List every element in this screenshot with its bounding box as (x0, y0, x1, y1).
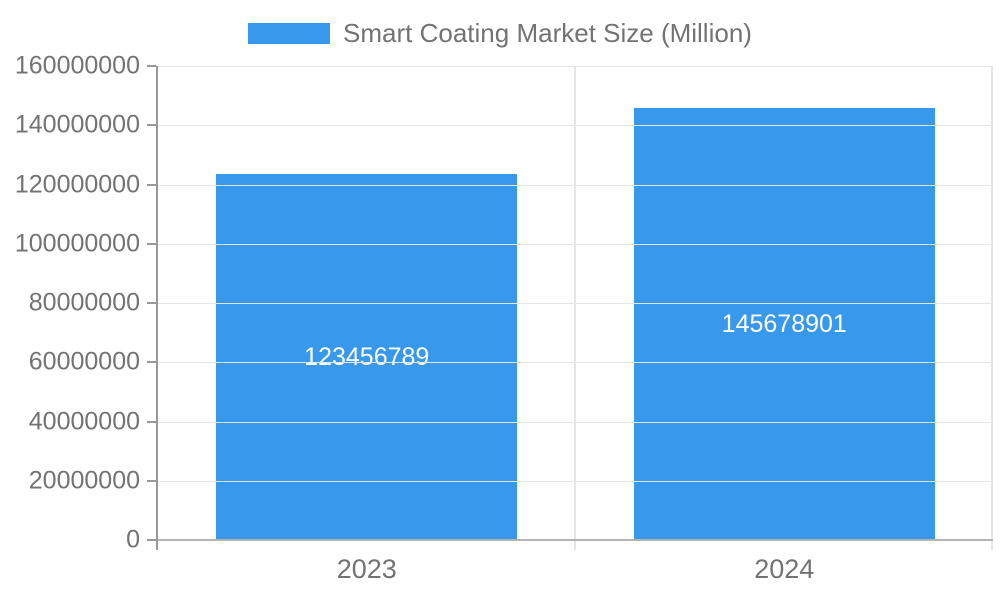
bar-slot: 123456789 (158, 66, 576, 540)
y-axis-tick-label: 160000000 (14, 51, 140, 80)
gridline (158, 66, 993, 67)
y-axis-tick-label: 100000000 (14, 229, 140, 258)
category-boundary-line (991, 66, 993, 550)
bars-container: 123456789 145678901 (158, 66, 993, 540)
x-axis-line (158, 539, 993, 541)
y-axis-tick-label: 80000000 (28, 288, 140, 317)
y-axis-tick (147, 420, 156, 423)
y-axis-tick-label: 0 (126, 525, 140, 554)
y-axis-tick (147, 65, 156, 67)
legend-swatch (248, 22, 331, 44)
gridline (158, 421, 993, 423)
y-axis-tick-label: 40000000 (28, 407, 140, 435)
y-axis-line (156, 66, 158, 550)
x-axis-label: 2023 (336, 554, 397, 584)
category-boundary-line (573, 66, 576, 550)
y-axis-tick-label: 120000000 (14, 170, 140, 198)
gridline (158, 184, 993, 186)
gridline (158, 125, 993, 127)
y-axis-tick-label: 20000000 (28, 466, 140, 495)
legend-label: Smart Coating Market Size (Million) (343, 18, 752, 48)
legend[interactable]: Smart Coating Market Size (Million) (0, 20, 1000, 46)
y-axis-tick (147, 242, 156, 245)
gridline (158, 480, 993, 482)
y-axis-tick (147, 479, 156, 482)
bar[interactable]: 145678901 (633, 108, 935, 540)
y-axis-tick-label: 60000000 (28, 347, 140, 376)
y-axis-tick-label: 140000000 (14, 110, 140, 139)
gridline (158, 303, 993, 304)
bar-value-label: 123456789 (304, 342, 430, 371)
x-axis-labels: 2023 2024 (158, 556, 993, 583)
x-axis-label: 2024 (754, 554, 815, 584)
y-axis-tick (147, 361, 156, 364)
gridline (158, 243, 993, 245)
bar-slot: 145678901 (576, 66, 994, 540)
y-axis-tick (147, 539, 156, 541)
bar-value-label: 145678901 (721, 309, 847, 338)
y-axis-tick (147, 124, 156, 127)
gridline (158, 362, 993, 364)
y-axis-tick (147, 302, 156, 304)
plot-area: 123456789 145678901 (147, 65, 993, 550)
y-axis: 0 20000000 40000000 60000000 80000000 1000000… (0, 53, 140, 552)
bar[interactable]: 123456789 (216, 174, 518, 540)
y-axis-tick (147, 183, 156, 186)
